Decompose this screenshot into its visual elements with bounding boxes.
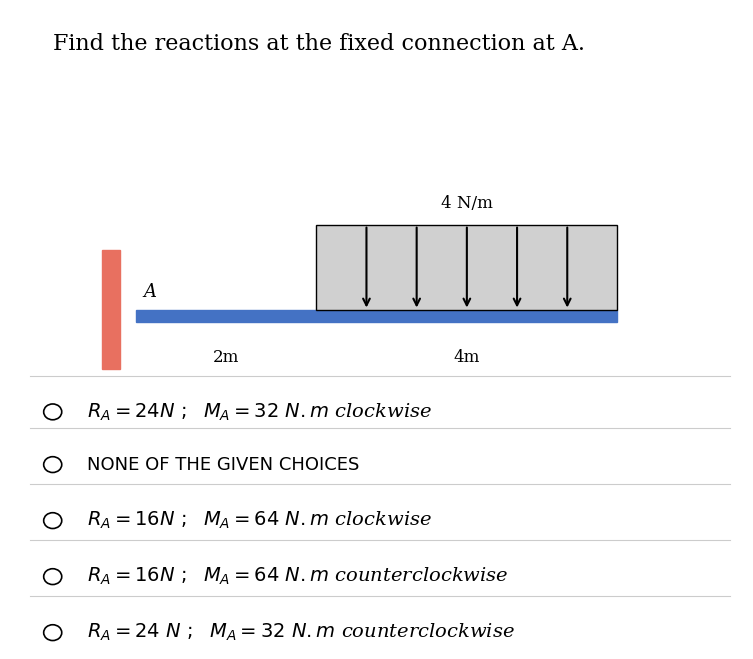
Text: NONE OF THE GIVEN CHOICES: NONE OF THE GIVEN CHOICES [87, 455, 359, 474]
Text: $R_A = 24N\ ;\ \ M_A = 32\ N{.}m$ clockwise: $R_A = 24N\ ;\ \ M_A = 32\ N{.}m$ clockw… [87, 401, 431, 422]
Bar [136, 310, 617, 322]
Text: 4 N/m: 4 N/m [441, 194, 492, 212]
Text: $R_A = 24\ N\ ;\ \ M_A = 32\ N{.}m$ counterclockwise: $R_A = 24\ N\ ;\ \ M_A = 32\ N{.}m$ coun… [87, 622, 514, 643]
Text: $R_A = 16N\ ;\ \ M_A = 64\ N{.}m$ counterclockwise: $R_A = 16N\ ;\ \ M_A = 64\ N{.}m$ counte… [87, 566, 508, 587]
Text: Find the reactions at the fixed connection at A.: Find the reactions at the fixed connecti… [53, 33, 585, 55]
Text: 2m: 2m [212, 349, 239, 366]
Text: A: A [143, 283, 156, 301]
Text: 4m: 4m [453, 349, 480, 366]
Text: $R_A = 16N\ ;\ \ M_A = 64\ N{.}m$ clockwise: $R_A = 16N\ ;\ \ M_A = 64\ N{.}m$ clockw… [87, 510, 431, 531]
Bar [102, 250, 120, 369]
Bar [316, 225, 617, 310]
